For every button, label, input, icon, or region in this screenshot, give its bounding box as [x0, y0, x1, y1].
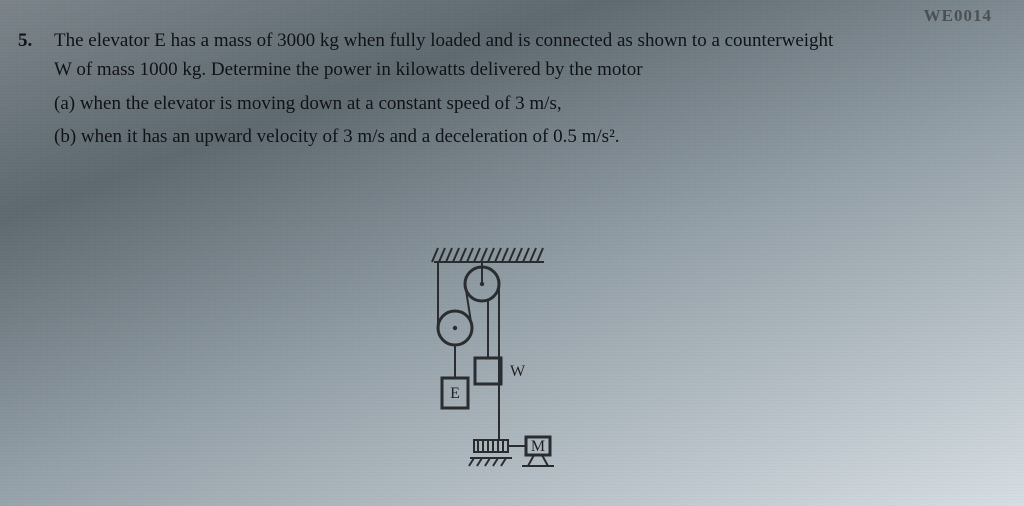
elevator-box: E	[442, 378, 468, 408]
cables-icon	[438, 262, 499, 440]
problem-block: 5. The elevator E has a mass of 3000 kg …	[18, 26, 996, 152]
ceiling-hatch-icon	[432, 248, 544, 262]
problem-part-a: (a) when the elevator is moving down at …	[54, 89, 996, 118]
fixed-pulley-icon	[465, 262, 499, 301]
problem-part-b: (b) when it has an upward velocity of 3 …	[54, 122, 996, 151]
elevator-pulley-icon	[438, 311, 472, 345]
problem-stem-line-1: The elevator E has a mass of 3000 kg whe…	[54, 26, 996, 55]
motor-assembly-icon: M	[469, 437, 554, 466]
counterweight-box: W	[475, 358, 526, 384]
figure-diagram: E W M	[392, 244, 572, 474]
counterweight-label: W	[510, 363, 526, 380]
motor-label: M	[531, 438, 545, 455]
diagram-svg: E W M	[392, 244, 572, 474]
problem-number: 5.	[18, 26, 32, 55]
page-corner-code: WE0014	[924, 6, 992, 26]
problem-stem-line-2: W of mass 1000 kg. Determine the power i…	[54, 55, 996, 84]
elevator-label: E	[450, 385, 460, 402]
